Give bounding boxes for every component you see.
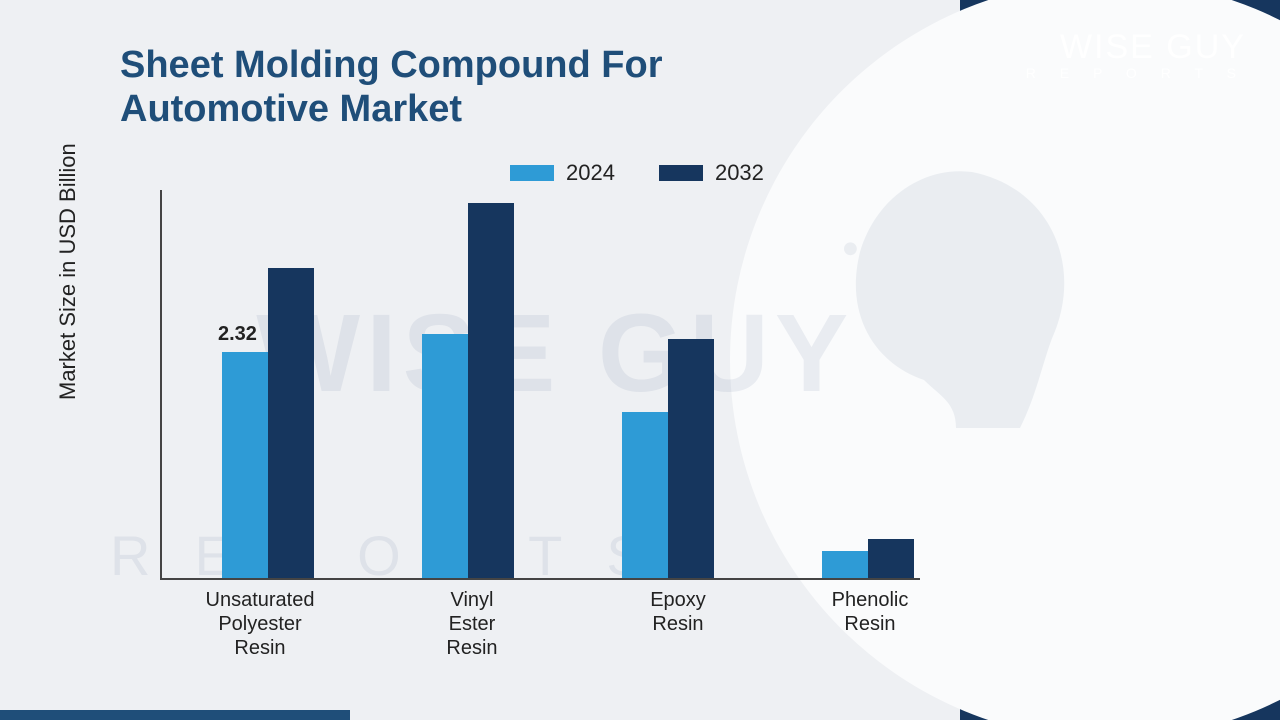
- legend-item-2032: 2032: [659, 160, 764, 186]
- logo-line2: R E P O R T S: [1026, 65, 1246, 81]
- chart-region: Market Size in USD Billion 2024 2032 2.3…: [80, 160, 920, 660]
- bar: [422, 334, 468, 578]
- bar: [622, 412, 668, 578]
- legend-label-2024: 2024: [566, 160, 615, 186]
- category-label: EpoxyResin: [608, 588, 748, 636]
- brand-logo: WISE GUY R E P O R T S: [1026, 28, 1246, 81]
- bar-value-label: 2.32: [218, 323, 257, 346]
- category-label: VinylEsterResin: [402, 588, 542, 660]
- bar-group: [622, 339, 714, 578]
- category-label: PhenolicResin: [800, 588, 940, 636]
- bar: [822, 551, 868, 578]
- bar: [668, 339, 714, 578]
- bar-group: [422, 203, 514, 578]
- bar: [468, 203, 514, 578]
- bar-group: [822, 539, 914, 578]
- legend-label-2032: 2032: [715, 160, 764, 186]
- bar: [268, 268, 314, 578]
- plot-area: 2.32: [160, 190, 920, 580]
- legend: 2024 2032: [510, 160, 764, 186]
- page-root: WISE GUY REPORTS WISE GUY R E P O R T S …: [0, 0, 1280, 720]
- bar: [222, 352, 268, 578]
- category-label: UnsaturatedPolyesterResin: [190, 588, 330, 660]
- bottom-accent-bar: [0, 710, 350, 720]
- chart-title: Sheet Molding Compound For Automotive Ma…: [120, 44, 760, 131]
- y-axis-label: Market Size in USD Billion: [55, 143, 81, 400]
- logo-line1: WISE GUY: [1026, 28, 1246, 67]
- bar-group: 2.32: [222, 268, 314, 578]
- legend-swatch-2024: [510, 165, 554, 181]
- legend-item-2024: 2024: [510, 160, 615, 186]
- bar: [868, 539, 914, 578]
- legend-swatch-2032: [659, 165, 703, 181]
